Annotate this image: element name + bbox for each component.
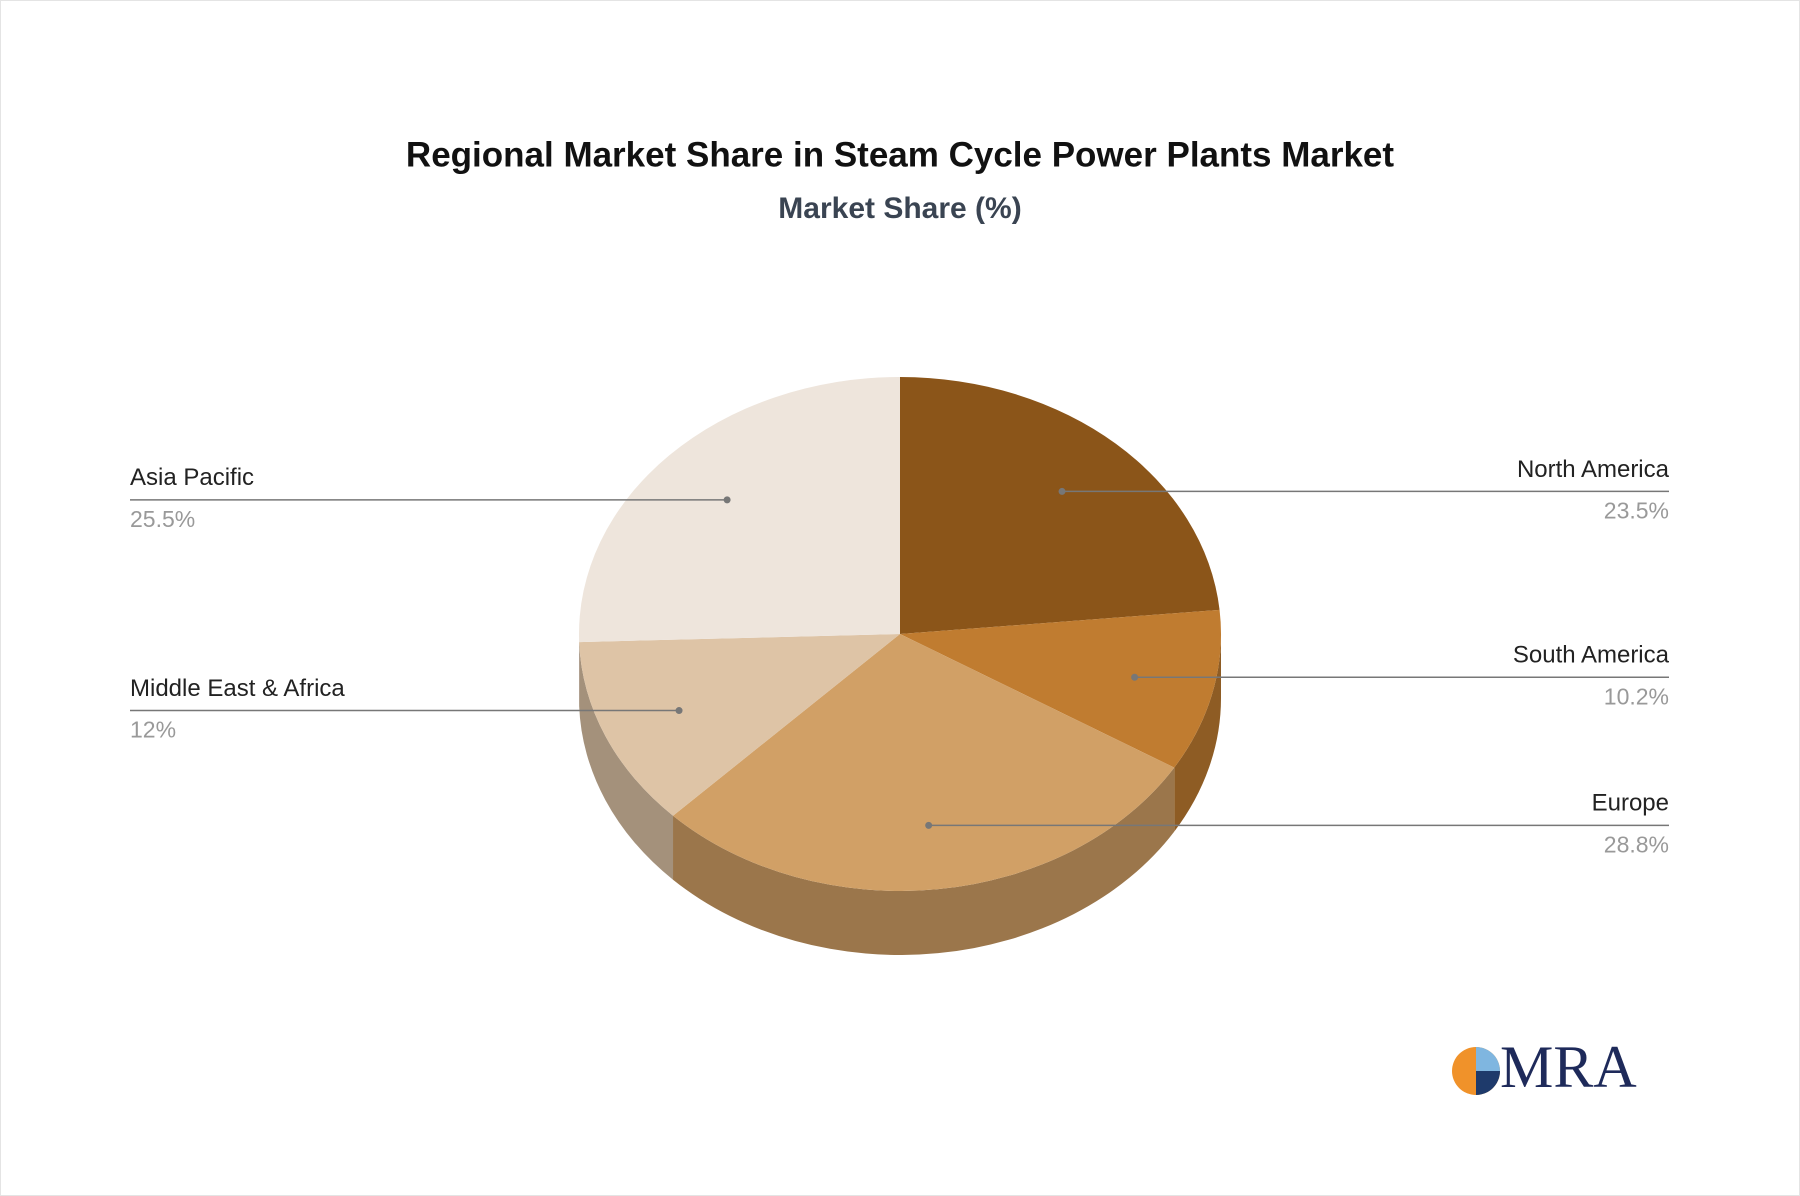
slice-tops: [579, 377, 1221, 891]
slice-label: North America: [1517, 456, 1670, 483]
leader-dot: [1058, 487, 1066, 495]
leader-dot: [675, 707, 683, 715]
logo-wedge: [1476, 1047, 1500, 1071]
slice-value: 28.8%: [1604, 831, 1669, 857]
slice-side: [1174, 634, 1221, 832]
slice: [673, 634, 1175, 891]
slice: [579, 634, 900, 816]
slice-sides: [579, 634, 1221, 955]
leader-dot: [1131, 673, 1139, 681]
leader-dot: [925, 821, 933, 829]
slice-value: 12%: [130, 717, 176, 743]
slice-side: [673, 767, 1175, 955]
slice-label: Middle East & Africa: [130, 675, 345, 702]
slice-label: Asia Pacific: [130, 464, 254, 491]
slice: [579, 377, 900, 643]
logo: MRA: [1452, 1034, 1637, 1100]
slice-value: 23.5%: [1604, 498, 1669, 524]
slice-label: South America: [1513, 642, 1670, 669]
slice-value: 25.5%: [130, 506, 195, 532]
logo-text: MRA: [1500, 1034, 1637, 1100]
leader-dot: [723, 496, 731, 504]
chart-title: Regional Market Share in Steam Cycle Pow…: [406, 135, 1394, 174]
logo-wedge: [1476, 1071, 1500, 1095]
slice-side: [579, 642, 674, 880]
slice: [900, 377, 1220, 634]
slice-value: 10.2%: [1604, 683, 1669, 709]
slice-label: Europe: [1592, 790, 1669, 817]
slice: [900, 609, 1221, 768]
labels: North America 23.5% South America 10.2% Euro…: [130, 456, 1670, 857]
chart-subtitle: Market Share (%): [778, 192, 1021, 225]
